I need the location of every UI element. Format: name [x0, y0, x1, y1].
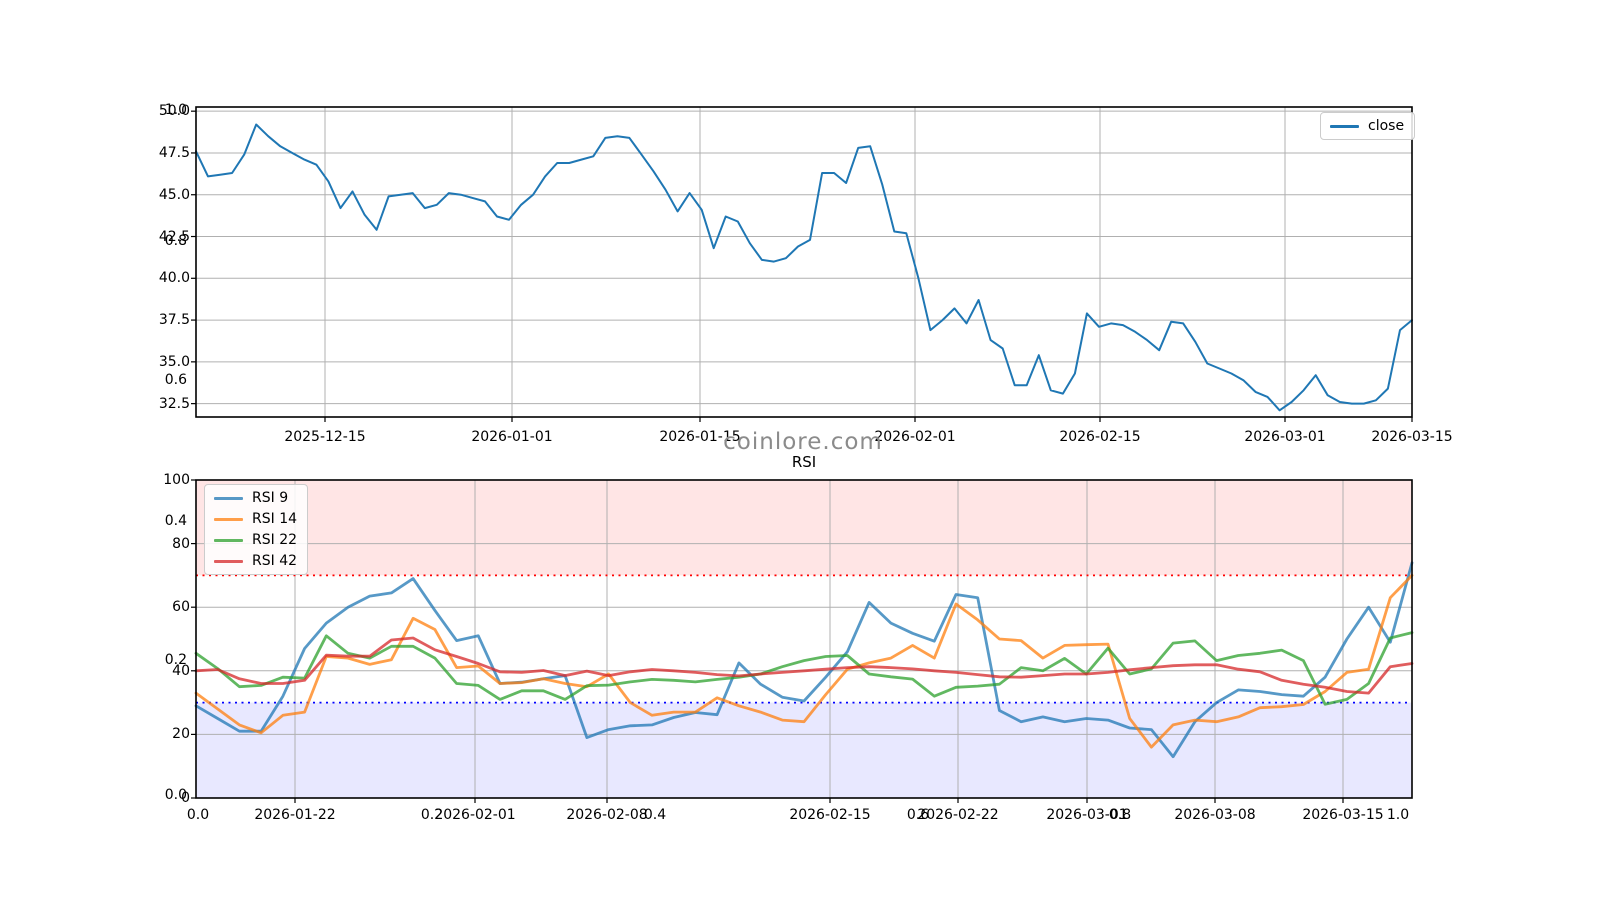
- close-legend: close: [1320, 112, 1416, 140]
- legend-swatch-close: [1330, 124, 1359, 128]
- legend-swatch-rsi-22: [214, 538, 243, 542]
- y-tick-label: 40.0: [158, 270, 190, 287]
- y-tick-label: 100: [163, 472, 190, 488]
- watermark: coinlore.com: [723, 429, 883, 455]
- x-tick-label: 2026-02-01: [434, 807, 516, 823]
- x-tick-label: 2026-02-01: [874, 429, 956, 445]
- overlay-y-tick-label: 0.2: [164, 652, 187, 668]
- overlay-x-tick-label: 0.6: [906, 807, 930, 823]
- legend-label: RSI 9: [252, 490, 289, 506]
- legend-label: RSI 22: [252, 532, 298, 548]
- x-tick-label: 2026-01-15: [659, 429, 741, 445]
- y-tick-label: 45.0: [158, 186, 190, 203]
- legend-label: RSI 14: [252, 511, 298, 527]
- y-tick-label: 32.5: [158, 395, 190, 412]
- series-close: [195, 123, 1413, 412]
- overlay-y-tick-label: 0.6: [164, 372, 187, 388]
- y-tick-label: 42.5: [158, 228, 190, 245]
- x-tick-label: 2026-02-08: [566, 807, 648, 823]
- y-tick-label: 60: [172, 599, 190, 616]
- legend-item: close: [1330, 118, 1404, 134]
- x-tick-label: 2026-03-15: [1371, 429, 1453, 445]
- overlay-x-tick-label: 1.0: [1386, 807, 1410, 823]
- overlay-x-tick-label: 0.4: [643, 807, 667, 823]
- x-tick-label: 2026-02-15: [1059, 429, 1141, 445]
- y-tick-label: 35.0: [158, 353, 190, 370]
- overlay-y-tick-label: 0.0: [164, 787, 187, 803]
- x-tick-label: 2026-02-22: [917, 807, 999, 823]
- series-rsi-22: [194, 631, 1414, 706]
- x-tick-label: 2026-03-15: [1302, 807, 1384, 823]
- x-tick-label: 2026-03-01: [1244, 429, 1326, 445]
- rsi-chart-title: RSI: [791, 453, 817, 471]
- y-tick-label: 37.5: [158, 312, 190, 329]
- series-rsi-9: [194, 561, 1414, 759]
- x-tick-label: 2026-03-01: [1046, 807, 1128, 823]
- legend-item: RSI 9: [214, 490, 297, 506]
- x-tick-label: 2026-03-08: [1174, 807, 1256, 823]
- overlay-y-tick-label: 0.8: [164, 233, 187, 249]
- overlay-x-tick-label: 0.8: [1108, 807, 1132, 823]
- y-tick-label: 80: [172, 535, 190, 552]
- plot-border: [195, 479, 1413, 799]
- legend-item: RSI 42: [214, 553, 297, 569]
- legend-item: RSI 14: [214, 511, 297, 527]
- legend-swatch-rsi-42: [214, 559, 243, 563]
- x-tick-label: 2026-01-22: [254, 807, 336, 823]
- y-tick-label: 0: [181, 790, 190, 806]
- overlay-y-tick-label: 1.0: [164, 102, 187, 118]
- y-tick-label: 40: [172, 662, 190, 679]
- overlay-x-tick-label: 0.2: [420, 807, 444, 823]
- overbought-zone-band: [196, 480, 1412, 576]
- series-rsi-42: [194, 636, 1414, 695]
- y-tick-label: 50.0: [158, 103, 190, 120]
- oversold-zone-band: [196, 702, 1412, 798]
- y-tick-label: 47.5: [158, 144, 190, 161]
- legend-label: RSI 42: [252, 553, 298, 569]
- y-tick-label: 20: [172, 726, 190, 743]
- x-tick-label: 2026-01-01: [471, 429, 553, 445]
- legend-swatch-rsi-9: [214, 496, 243, 500]
- x-tick-label: 2025-12-15: [284, 429, 366, 445]
- legend-swatch-rsi-14: [214, 517, 243, 521]
- overlay-x-tick-label: 0.0: [186, 807, 210, 823]
- overlay-y-tick-label: 0.4: [164, 513, 187, 529]
- legend-label: close: [1368, 118, 1405, 134]
- x-tick-label: 2026-02-15: [789, 807, 871, 823]
- rsi-legend: RSI 9 RSI 14 RSI 22 RSI 42: [204, 484, 309, 575]
- plot-border: [195, 106, 1413, 418]
- legend-item: RSI 22: [214, 532, 297, 548]
